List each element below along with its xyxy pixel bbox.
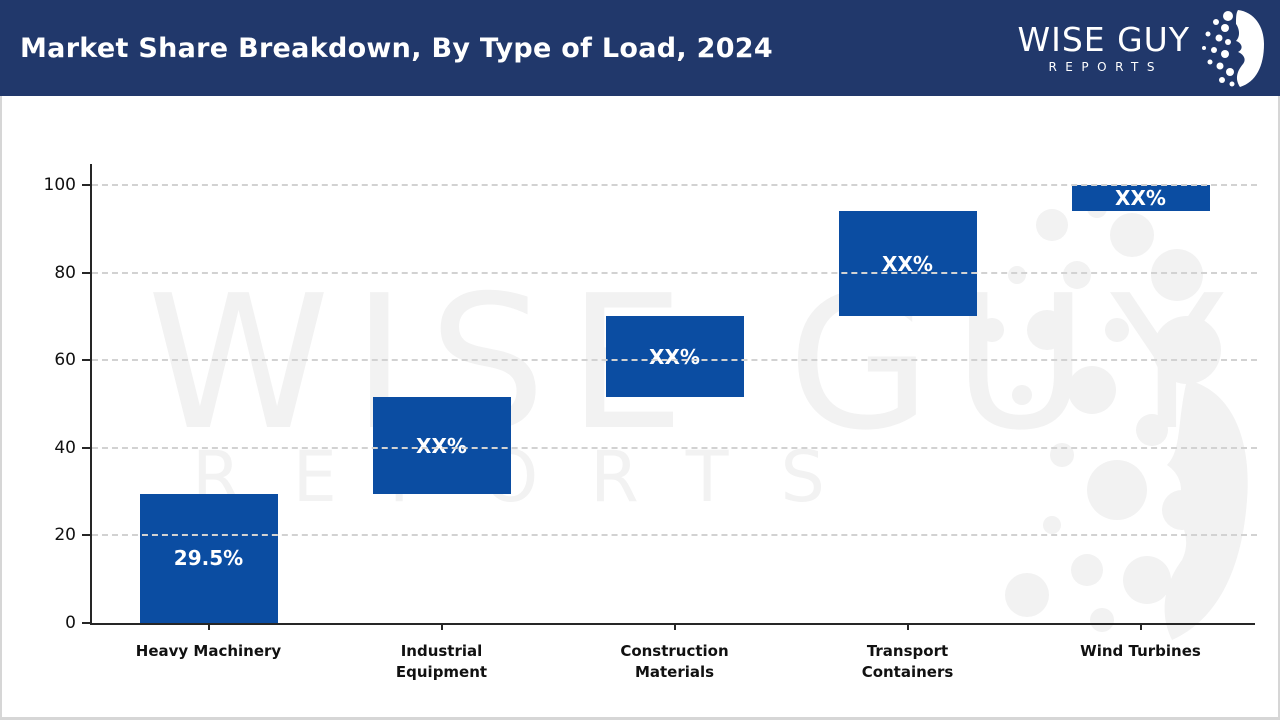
bar: XX% bbox=[838, 211, 977, 317]
logo-wiseguy-text: WISE GUY bbox=[1017, 19, 1190, 59]
gridline bbox=[92, 271, 1257, 274]
gridline bbox=[92, 359, 1257, 362]
bar: 29.5% bbox=[139, 493, 278, 623]
y-tick-label: 60 bbox=[54, 350, 76, 371]
x-tick-label: Construction Materials bbox=[620, 642, 729, 681]
bar: XX% bbox=[372, 397, 511, 494]
y-tick-label: 20 bbox=[54, 525, 76, 546]
y-axis-tick bbox=[82, 359, 90, 362]
gridline bbox=[92, 446, 1257, 449]
bar-value-label: XX% bbox=[416, 433, 467, 458]
bar-value-label: XX% bbox=[1115, 186, 1166, 211]
plot-area: 0 20 40 60 80 100 29.5% Heavy Machinery XX% Indus… bbox=[44, 164, 1257, 681]
x-axis-tick bbox=[906, 623, 909, 630]
page-title: Market Share Breakdown, By Type of Load,… bbox=[20, 32, 773, 64]
logo-face-icon bbox=[1202, 10, 1264, 87]
x-tick-label: Transport Containers bbox=[861, 642, 954, 681]
y-axis-tick bbox=[82, 184, 90, 186]
x-axis-tick bbox=[207, 623, 210, 630]
y-axis-tick bbox=[82, 271, 90, 274]
logo-wordmark: WISE GUY REPORTS bbox=[1017, 23, 1190, 74]
bar-value-label: 29.5% bbox=[173, 546, 244, 571]
wiseguy-logo: WISE GUY REPORTS bbox=[1017, 8, 1266, 88]
x-axis-tick bbox=[1139, 623, 1142, 630]
y-tick-label: 100 bbox=[43, 175, 76, 195]
y-tick-label: 40 bbox=[54, 437, 76, 458]
bar: XX% bbox=[605, 316, 744, 398]
bar: XX% bbox=[1071, 185, 1210, 212]
x-tick-label: Wind Turbines bbox=[1080, 642, 1201, 660]
x-axis-tick bbox=[673, 623, 676, 630]
header: Market Share Breakdown, By Type of Load,… bbox=[0, 0, 1280, 96]
x-axis-tick bbox=[440, 623, 443, 630]
x-tick-label: Industrial Equipment bbox=[395, 642, 488, 681]
bar-value-label: XX% bbox=[649, 344, 700, 369]
y-tick-label: 80 bbox=[54, 262, 76, 283]
logo-reports-text: REPORTS bbox=[1048, 59, 1163, 74]
y-axis-tick bbox=[82, 446, 90, 449]
y-axis-tick bbox=[82, 622, 90, 624]
y-tick-label: 0 bbox=[65, 613, 76, 633]
y-axis-tick bbox=[82, 534, 90, 537]
gridline bbox=[92, 534, 1257, 537]
gridline bbox=[92, 184, 1257, 186]
x-tick-label: Heavy Machinery bbox=[135, 642, 282, 660]
